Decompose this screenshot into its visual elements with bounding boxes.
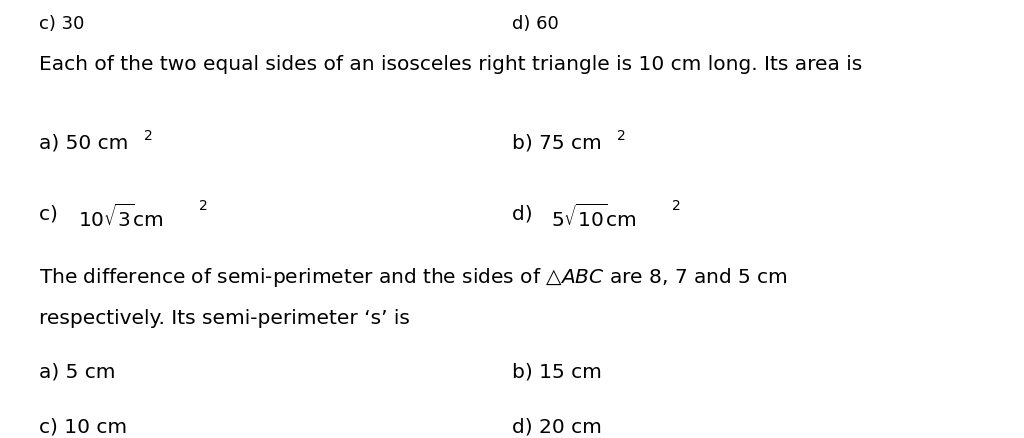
Text: Each of the two equal sides of an isosceles right triangle is 10 cm long. Its ar: Each of the two equal sides of an isosce… (39, 55, 862, 74)
Text: c): c) (39, 204, 65, 223)
Text: c) 10 cm: c) 10 cm (39, 417, 127, 436)
Text: d): d) (512, 204, 539, 223)
Text: 2: 2 (617, 128, 627, 142)
Text: c) 30: c) 30 (39, 15, 84, 33)
Text: d) 20 cm: d) 20 cm (512, 417, 602, 436)
Text: d) 60: d) 60 (512, 15, 559, 33)
Text: a) 5 cm: a) 5 cm (39, 361, 116, 380)
Text: 2: 2 (672, 198, 681, 212)
Text: The difference of semi-perimeter and the sides of △$\it{ABC}$ are 8, 7 and 5 cm: The difference of semi-perimeter and the… (39, 265, 787, 288)
Text: a) 50 cm: a) 50 cm (39, 134, 128, 152)
Text: b) 15 cm: b) 15 cm (512, 361, 602, 380)
Text: 2: 2 (199, 198, 208, 212)
Text: $10\sqrt{3}$cm: $10\sqrt{3}$cm (78, 204, 164, 231)
Text: $5\sqrt{10}$cm: $5\sqrt{10}$cm (551, 204, 637, 231)
Text: respectively. Its semi-perimeter ‘s’ is: respectively. Its semi-perimeter ‘s’ is (39, 309, 410, 328)
Text: 2: 2 (144, 128, 154, 142)
Text: b) 75 cm: b) 75 cm (512, 134, 602, 152)
